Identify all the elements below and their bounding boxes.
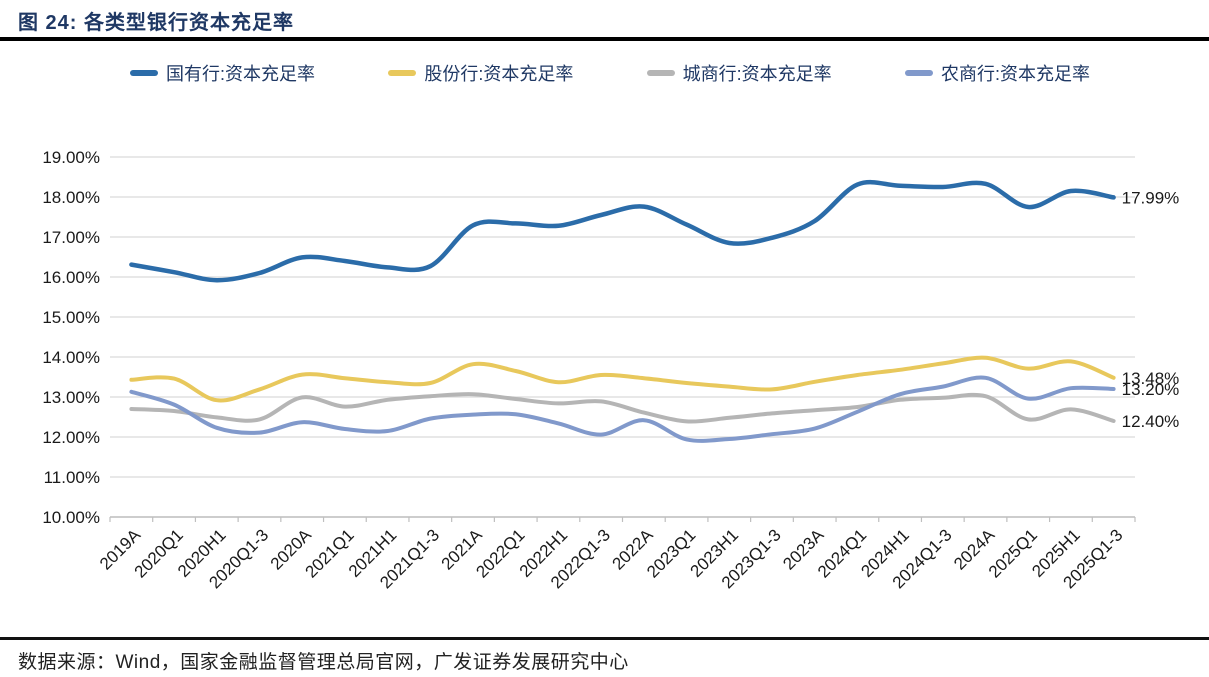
series-end-value-label: 12.40% (1122, 412, 1180, 431)
chart-legend: 国有行:资本充足率 股份行:资本充足率 城商行:资本充足率 农商行:资本充足率 (130, 60, 1090, 86)
y-axis-tick-label: 12.00% (42, 428, 100, 447)
legend-swatch-icon (388, 70, 417, 76)
data-source-note: 数据来源：Wind，国家金融监督管理总局官网，广发证券发展研究中心 (18, 652, 629, 673)
legend-label: 国有行:资本充足率 (166, 64, 316, 84)
legend-item-2: 城商行:资本充足率 (646, 60, 832, 86)
y-axis-tick-label: 14.00% (42, 348, 100, 367)
legend-label: 股份行:资本充足率 (424, 64, 574, 84)
legend-item-0: 国有行:资本充足率 (130, 60, 315, 86)
title-separator-rule (0, 37, 1209, 41)
y-axis-tick-label: 18.00% (42, 188, 100, 207)
legend-label: 城商行:资本充足率 (682, 64, 832, 84)
y-axis-tick-label: 15.00% (42, 308, 100, 327)
y-axis-tick-label: 10.00% (42, 508, 100, 527)
y-axis-tick-label: 13.00% (42, 388, 100, 407)
legend-label: 农商行:资本充足率 (940, 64, 1090, 84)
series-line-2 (129, 392, 1116, 424)
y-axis-tick-label: 16.00% (42, 268, 100, 287)
series-line-1 (129, 355, 1116, 403)
series-end-value-label: 13.20% (1122, 380, 1180, 399)
y-axis-tick-label: 17.00% (42, 228, 100, 247)
legend-swatch-icon (130, 70, 158, 76)
capital-adequacy-line-chart: 10.00% 11.00% 12.00% 13.00% 14.00% 15.00% 16.0… (42, 148, 1180, 592)
legend-swatch-icon (904, 70, 933, 76)
legend-item-3: 农商行:资本充足率 (904, 60, 1090, 86)
legend-swatch-icon (646, 70, 675, 76)
series-line-3 (129, 375, 1116, 443)
series-end-value-label: 17.99% (1122, 188, 1180, 207)
series-end-value-label: 13.48% (1122, 369, 1180, 388)
figure-title: 图 24: 各类型银行资本充足率 (18, 12, 295, 34)
y-axis-tick-label: 11.00% (44, 468, 100, 487)
series-line-0 (129, 179, 1116, 283)
y-axis-tick-label: 19.00% (42, 148, 100, 167)
footer-separator-rule (0, 637, 1209, 640)
legend-item-1: 股份行:资本充足率 (388, 60, 573, 86)
